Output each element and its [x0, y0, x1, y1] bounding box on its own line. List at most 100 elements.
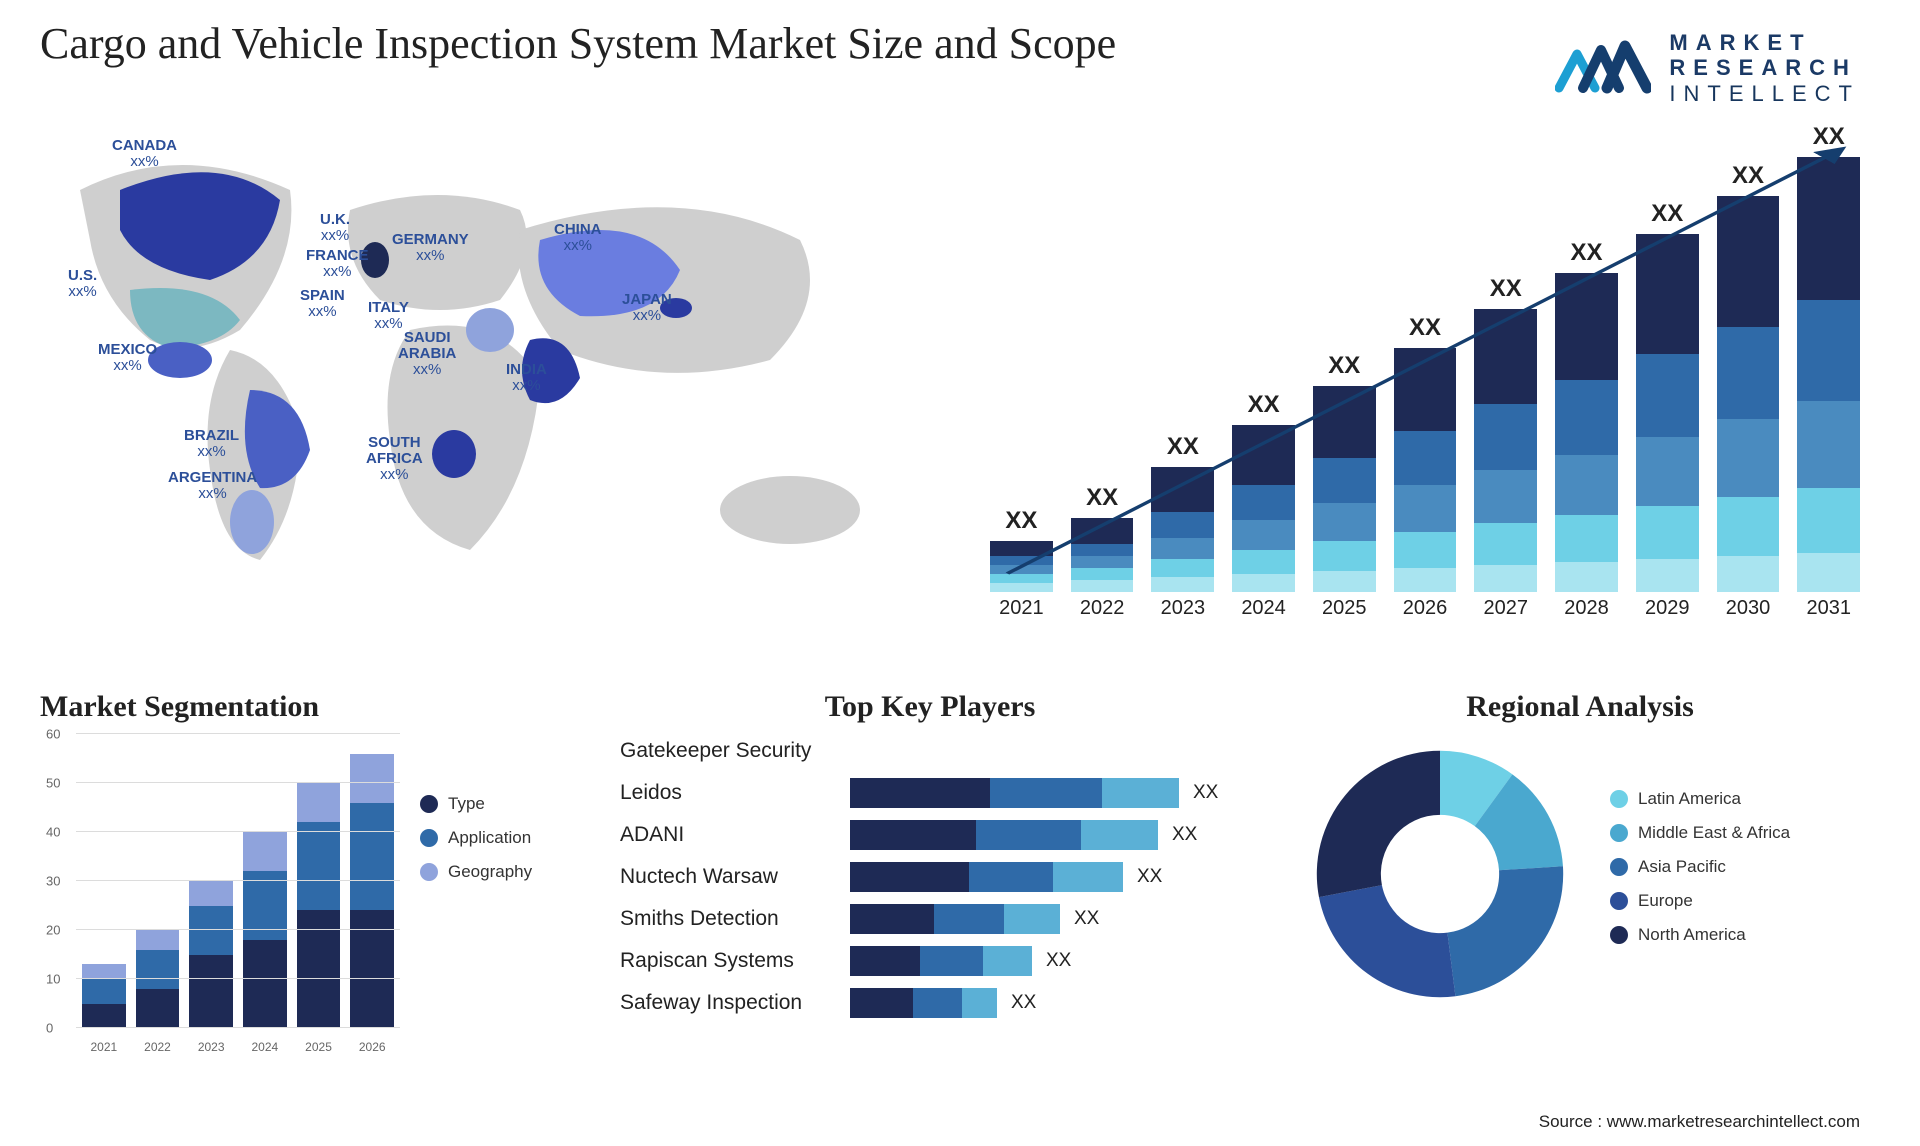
bar-value-label: XX — [1086, 484, 1118, 512]
legend-label: Type — [448, 794, 485, 814]
player-name: Nuctech Warsaw — [620, 862, 850, 892]
legend-item: Asia Pacific — [1610, 857, 1790, 877]
bar-value-label: XX — [1571, 239, 1603, 267]
regional-analysis-section: Regional Analysis Latin AmericaMiddle Ea… — [1300, 690, 1860, 1014]
map-country-label: U.K.xx% — [320, 212, 350, 244]
players-title: Top Key Players — [620, 690, 1240, 724]
legend-swatch-icon — [1610, 790, 1628, 808]
segmentation-bar — [297, 783, 341, 1028]
y-tick-label: 40 — [46, 825, 60, 840]
segmentation-year-label: 2022 — [136, 1040, 180, 1054]
logo-line1: MARKET — [1669, 30, 1811, 55]
map-country-label: MEXICOxx% — [98, 342, 157, 374]
market-size-bar: XX — [1797, 123, 1860, 592]
bar-year-label: 2028 — [1555, 597, 1618, 620]
player-row: XX — [850, 778, 1240, 808]
donut-slice — [1319, 885, 1455, 997]
bar-value-label: XX — [1167, 433, 1199, 461]
map-country-label: CHINAxx% — [554, 222, 602, 254]
player-name: Smiths Detection — [620, 904, 850, 934]
player-row — [850, 736, 1240, 766]
regional-legend: Latin AmericaMiddle East & AfricaAsia Pa… — [1610, 789, 1790, 959]
logo-line3: INTELLECT — [1669, 81, 1860, 106]
map-country-label: FRANCExx% — [306, 248, 369, 280]
player-value: XX — [1074, 908, 1099, 930]
legend-swatch-icon — [420, 795, 438, 813]
player-name: Rapiscan Systems — [620, 946, 850, 976]
segmentation-year-label: 2021 — [82, 1040, 126, 1054]
y-tick-label: 50 — [46, 776, 60, 791]
segmentation-bar — [189, 881, 233, 1028]
legend-label: North America — [1638, 925, 1746, 945]
segmentation-chart: 0102030405060 202120222023202420252026 — [40, 734, 400, 1054]
logo-mark-icon — [1555, 36, 1651, 100]
y-tick-label: 0 — [46, 1021, 53, 1036]
source-attribution: Source : www.marketresearchintellect.com — [1539, 1112, 1860, 1132]
bar-value-label: XX — [1813, 123, 1845, 151]
player-value: XX — [1137, 866, 1162, 888]
donut-slice — [1447, 866, 1563, 996]
logo-text: MARKET RESEARCH INTELLECT — [1669, 30, 1860, 106]
legend-swatch-icon — [1610, 824, 1628, 842]
segmentation-year-label: 2026 — [350, 1040, 394, 1054]
player-value: XX — [1172, 824, 1197, 846]
segmentation-legend: Type Application Geography — [420, 794, 532, 896]
bar-value-label: XX — [1328, 352, 1360, 380]
legend-label: Geography — [448, 862, 532, 882]
player-name: Gatekeeper Security — [620, 736, 850, 766]
map-country-label: U.S.xx% — [68, 268, 97, 300]
legend-label: Application — [448, 828, 531, 848]
legend-label: Middle East & Africa — [1638, 823, 1790, 843]
market-segmentation-section: Market Segmentation 0102030405060 202120… — [40, 690, 580, 1054]
player-row: XX — [850, 820, 1240, 850]
player-row: XX — [850, 946, 1240, 976]
map-country-label: SPAINxx% — [300, 288, 345, 320]
map-country-label: ARGENTINAxx% — [168, 470, 257, 502]
market-size-bar: XX — [1636, 200, 1699, 592]
market-size-bar: XX — [1555, 239, 1618, 592]
player-row: XX — [850, 904, 1240, 934]
bar-value-label: XX — [1005, 507, 1037, 535]
bar-value-label: XX — [1651, 200, 1683, 228]
segmentation-year-label: 2024 — [243, 1040, 287, 1054]
player-value: XX — [1011, 992, 1036, 1014]
map-country-label: BRAZILxx% — [184, 428, 239, 460]
y-tick-label: 60 — [46, 727, 60, 742]
map-country-label: GERMANYxx% — [392, 232, 469, 264]
bar-value-label: XX — [1248, 391, 1280, 419]
legend-label: Europe — [1638, 891, 1693, 911]
y-tick-label: 20 — [46, 923, 60, 938]
legend-item: Type — [420, 794, 532, 814]
market-size-bar-chart: XXXXXXXXXXXXXXXXXXXXXX 20212022202320242… — [990, 130, 1860, 620]
key-players-section: Top Key Players Gatekeeper Security Leido… — [620, 690, 1240, 1030]
player-name: Safeway Inspection — [620, 988, 850, 1018]
market-size-bar: XX — [1232, 391, 1295, 592]
map-country-label: SAUDIARABIAxx% — [398, 330, 456, 377]
bar-value-label: XX — [1490, 275, 1522, 303]
legend-swatch-icon — [420, 863, 438, 881]
world-map — [40, 130, 920, 610]
market-size-bar: XX — [1474, 275, 1537, 592]
segmentation-bar — [136, 930, 180, 1028]
map-country-label: INDIAxx% — [506, 362, 547, 394]
player-value: XX — [1193, 782, 1218, 804]
bar-year-label: 2026 — [1394, 597, 1457, 620]
map-country-label: JAPANxx% — [622, 292, 672, 324]
segmentation-bar — [82, 964, 126, 1028]
player-value: XX — [1046, 950, 1071, 972]
market-size-bar: XX — [1717, 162, 1780, 592]
page-title: Cargo and Vehicle Inspection System Mark… — [40, 18, 1116, 69]
player-name: Leidos — [620, 778, 850, 808]
legend-item: Application — [420, 828, 532, 848]
market-size-bar: XX — [990, 507, 1053, 592]
segmentation-title: Market Segmentation — [40, 690, 580, 724]
map-country-label: ITALYxx% — [368, 300, 409, 332]
segmentation-year-label: 2023 — [189, 1040, 233, 1054]
bar-year-label: 2022 — [1071, 597, 1134, 620]
bar-year-label: 2023 — [1151, 597, 1214, 620]
legend-item: Europe — [1610, 891, 1790, 911]
map-country-label: CANADAxx% — [112, 138, 177, 170]
segmentation-year-label: 2025 — [297, 1040, 341, 1054]
segmentation-bar — [243, 832, 287, 1028]
bar-year-label: 2029 — [1636, 597, 1699, 620]
